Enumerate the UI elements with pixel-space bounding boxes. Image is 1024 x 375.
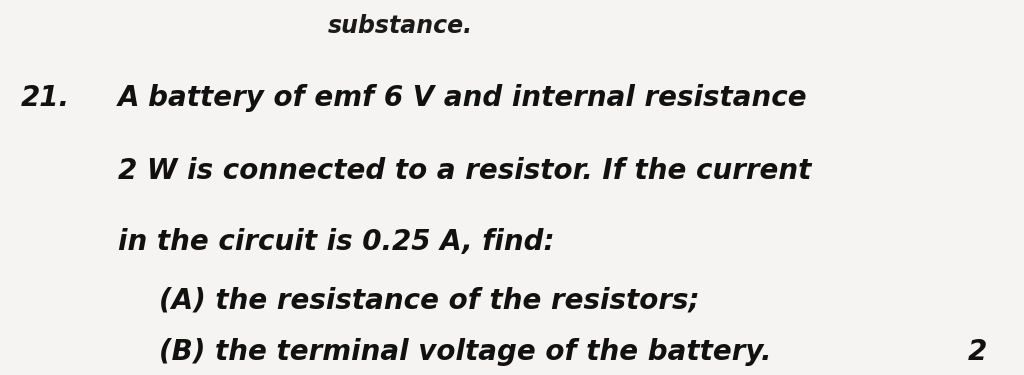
Text: 2: 2 <box>968 339 987 366</box>
Text: A battery of emf 6 V and internal resistance: A battery of emf 6 V and internal resist… <box>118 84 807 111</box>
Text: (A) the resistance of the resistors;: (A) the resistance of the resistors; <box>159 286 699 314</box>
Text: substance.: substance. <box>328 14 473 38</box>
Text: in the circuit is 0.25 A, find:: in the circuit is 0.25 A, find: <box>118 228 554 256</box>
Text: 21.: 21. <box>20 84 70 111</box>
Text: 2 W is connected to a resistor. If the current: 2 W is connected to a resistor. If the c… <box>118 157 811 184</box>
Text: (B) the terminal voltage of the battery.: (B) the terminal voltage of the battery. <box>159 339 771 366</box>
